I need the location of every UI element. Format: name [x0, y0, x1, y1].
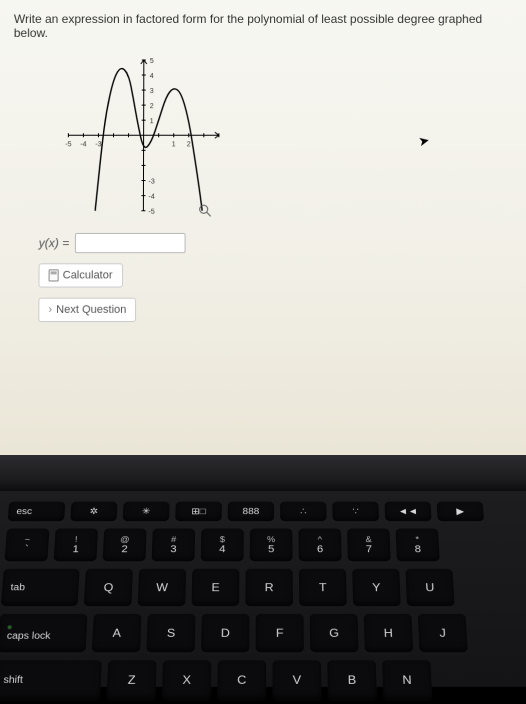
- key-n[interactable]: N: [382, 660, 432, 700]
- calculator-icon: [49, 269, 59, 281]
- key-7[interactable]: &7: [347, 529, 391, 562]
- calculator-button[interactable]: Calculator: [38, 263, 122, 287]
- svg-text:-3: -3: [95, 141, 101, 148]
- key-keyboard-light-up[interactable]: ∵: [332, 502, 379, 522]
- key-w[interactable]: W: [138, 569, 187, 606]
- key-shift[interactable]: shift: [0, 660, 102, 700]
- svg-text:2: 2: [187, 141, 191, 148]
- calculator-button-label: Calculator: [63, 269, 113, 281]
- key-mission-control[interactable]: ⊞□: [175, 502, 222, 522]
- svg-text:2: 2: [150, 103, 154, 110]
- svg-text:-3: -3: [148, 179, 154, 186]
- key-rewind[interactable]: ◄◄: [384, 502, 431, 522]
- chevron-right-icon: ›: [48, 304, 52, 316]
- key-tab[interactable]: tab: [1, 569, 80, 606]
- answer-input[interactable]: [75, 233, 186, 253]
- key-r[interactable]: R: [245, 569, 293, 606]
- key-x[interactable]: X: [162, 660, 212, 700]
- svg-text:5: 5: [150, 58, 154, 65]
- keyboard-deck: esc✲ ✳⊞□ 888 ∴∵◄◄ ▶ ~`!1@2#3$4%5^6&7*8 tabQW…: [0, 491, 526, 687]
- key-keyboard-light-down[interactable]: ∴: [280, 502, 327, 522]
- key-e[interactable]: E: [192, 569, 240, 606]
- key-6[interactable]: ^6: [298, 529, 341, 562]
- key-1[interactable]: !1: [53, 529, 98, 562]
- key-3[interactable]: #3: [152, 529, 196, 562]
- next-question-button-label: Next Question: [56, 304, 126, 316]
- key-play[interactable]: ▶: [437, 502, 485, 522]
- key-2[interactable]: @2: [103, 529, 147, 562]
- keyboard-number-row: ~`!1@2#3$4%5^6&7*8: [0, 525, 526, 565]
- key-t[interactable]: T: [299, 569, 347, 606]
- keyboard-z-row: shiftZXCVBN: [0, 656, 526, 704]
- key-brightness-up[interactable]: ✳: [123, 502, 170, 522]
- keyboard-a-row: caps lockASDFGHJ: [0, 610, 526, 656]
- graph-svg: -5 -4 -3 1 2 1 2 3 4 5 -3 -4 -5: [53, 50, 234, 221]
- question-prompt: Write an expression in factored form for…: [14, 12, 512, 40]
- svg-text:3: 3: [150, 88, 154, 95]
- key-v[interactable]: V: [272, 660, 321, 700]
- key-h[interactable]: H: [364, 614, 413, 653]
- svg-text:-4: -4: [80, 141, 86, 148]
- key-z[interactable]: Z: [106, 660, 156, 700]
- key-d[interactable]: D: [201, 614, 249, 653]
- key-f[interactable]: F: [256, 614, 304, 653]
- key-5[interactable]: %5: [250, 529, 293, 562]
- key-y[interactable]: Y: [352, 569, 401, 606]
- svg-text:-5: -5: [65, 141, 71, 148]
- key-a[interactable]: A: [92, 614, 142, 653]
- svg-text:1: 1: [172, 141, 176, 148]
- key-q[interactable]: Q: [84, 569, 133, 606]
- polynomial-graph: -5 -4 -3 1 2 1 2 3 4 5 -3 -4 -5: [53, 50, 513, 221]
- laptop-hinge: [0, 455, 526, 491]
- key-8[interactable]: *8: [396, 529, 440, 562]
- key-backtick[interactable]: ~`: [4, 529, 49, 562]
- key-brightness-down[interactable]: ✲: [70, 502, 117, 522]
- key-c[interactable]: C: [217, 660, 266, 700]
- key-b[interactable]: B: [327, 660, 377, 700]
- key-s[interactable]: S: [146, 614, 195, 653]
- key-capslock[interactable]: caps lock: [0, 614, 88, 653]
- key-esc[interactable]: esc: [8, 502, 66, 522]
- svg-text:4: 4: [150, 73, 154, 80]
- next-question-button[interactable]: › Next Question: [38, 298, 136, 322]
- keyboard-q-row: tabQWERTYU: [0, 565, 526, 610]
- key-j[interactable]: J: [418, 614, 468, 653]
- key-g[interactable]: G: [310, 614, 359, 653]
- svg-text:1: 1: [150, 118, 154, 125]
- keyboard-fn-row: esc✲ ✳⊞□ 888 ∴∵◄◄ ▶: [0, 498, 526, 525]
- answer-label: y(x) =: [39, 236, 70, 250]
- key-u[interactable]: U: [405, 569, 454, 606]
- key-launchpad[interactable]: 888: [228, 502, 274, 522]
- svg-text:-4: -4: [148, 194, 154, 201]
- screen-area: Write an expression in factored form for…: [0, 0, 526, 459]
- key-4[interactable]: $4: [201, 529, 244, 562]
- svg-text:-5: -5: [148, 209, 154, 216]
